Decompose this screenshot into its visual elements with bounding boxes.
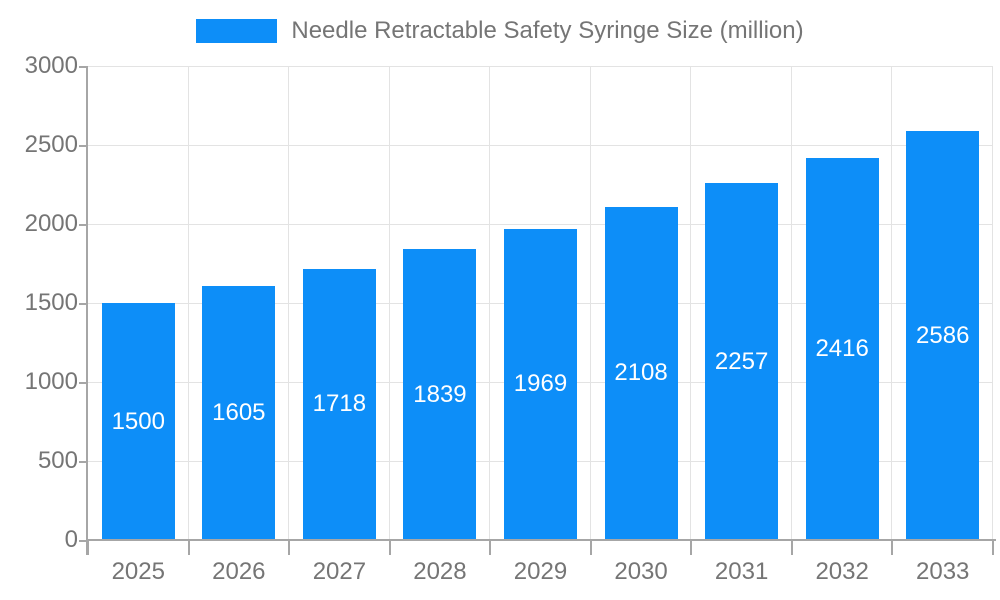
v-gridline-1 (187, 66, 189, 540)
x-tick-mark (891, 541, 894, 555)
x-tick-mark (992, 541, 994, 555)
y-tick-mark (79, 461, 87, 463)
x-tick-label-2025: 2025 (111, 558, 165, 585)
bar-value-label: 2108 (614, 359, 668, 387)
bar-2027: 1718 (302, 268, 376, 540)
bar-2028: 1839 (403, 249, 477, 540)
x-tick-label-2032: 2032 (815, 558, 869, 585)
v-gridline-9 (992, 66, 993, 540)
bar-2029: 1969 (504, 228, 577, 540)
bar-2026: 1605 (202, 286, 276, 540)
v-gridline-3 (388, 66, 390, 540)
x-tick-mark (187, 541, 190, 555)
v-gridline-8 (891, 66, 893, 540)
x-tick-label-2026: 2026 (212, 558, 266, 585)
bar-2031: 2257 (705, 183, 779, 540)
v-gridline-7 (790, 66, 792, 540)
legend-swatch (196, 19, 278, 43)
y-tick-label-0: 0 (64, 526, 78, 553)
y-tick-mark (79, 66, 87, 68)
x-tick-mark (489, 541, 492, 555)
x-tick-mark (288, 541, 291, 555)
y-tick-label-1000: 1000 (24, 368, 78, 395)
y-tick-label-3000: 3000 (24, 52, 78, 79)
x-tick-mark (690, 541, 693, 555)
x-tick-label-2030: 2030 (614, 558, 668, 585)
x-tick-mark (790, 541, 793, 555)
h-gridline-2000 (88, 224, 993, 225)
x-axis-line (88, 539, 996, 541)
bar-2033: 2586 (906, 131, 980, 540)
bar-2032: 2416 (805, 158, 879, 540)
plot-area: 1500 1605 1718 1839 1969 2108 2257 2416 2586 (88, 66, 993, 540)
bar-value-label: 1500 (111, 407, 165, 435)
x-tick-label-2033: 2033 (916, 558, 970, 585)
y-tick-mark (79, 145, 87, 147)
bar-value-label: 2416 (815, 335, 869, 363)
v-gridline-4 (489, 66, 491, 540)
y-axis-line (86, 66, 88, 555)
bar-2025: 1500 (101, 303, 175, 540)
y-tick-label-500: 500 (37, 447, 78, 474)
y-tick-label-1500: 1500 (24, 289, 78, 316)
y-tick-mark (79, 540, 87, 542)
y-tick-mark (79, 382, 87, 384)
h-gridline-2500 (88, 145, 993, 146)
bar-value-label: 1605 (212, 399, 266, 427)
y-tick-label-2500: 2500 (24, 131, 78, 158)
bar-value-label: 2586 (916, 321, 970, 349)
bar-value-label: 2257 (714, 347, 769, 375)
h-gridline-3000 (88, 66, 993, 67)
bar-value-label: 1718 (312, 390, 367, 418)
y-tick-mark (79, 224, 87, 226)
legend-label: Needle Retractable Safety Syringe Size (… (291, 17, 804, 44)
x-tick-mark (388, 541, 391, 555)
v-gridline-6 (690, 66, 692, 540)
v-gridline-5 (589, 66, 591, 540)
x-tick-label-2031: 2031 (714, 558, 769, 585)
x-tick-mark (589, 541, 592, 555)
y-tick-mark (79, 303, 87, 305)
x-tick-label-2027: 2027 (312, 558, 367, 585)
x-tick-label-2028: 2028 (413, 558, 467, 585)
v-gridline-2 (288, 66, 290, 540)
bar-value-label: 1839 (413, 380, 467, 408)
bar-2030: 2108 (604, 206, 678, 540)
x-tick-label-2029: 2029 (513, 558, 568, 585)
bar-value-label: 1969 (513, 370, 568, 398)
x-tick-mark (87, 541, 89, 555)
legend: Needle Retractable Safety Syringe Size (… (0, 17, 1000, 45)
y-tick-label-2000: 2000 (24, 210, 78, 237)
